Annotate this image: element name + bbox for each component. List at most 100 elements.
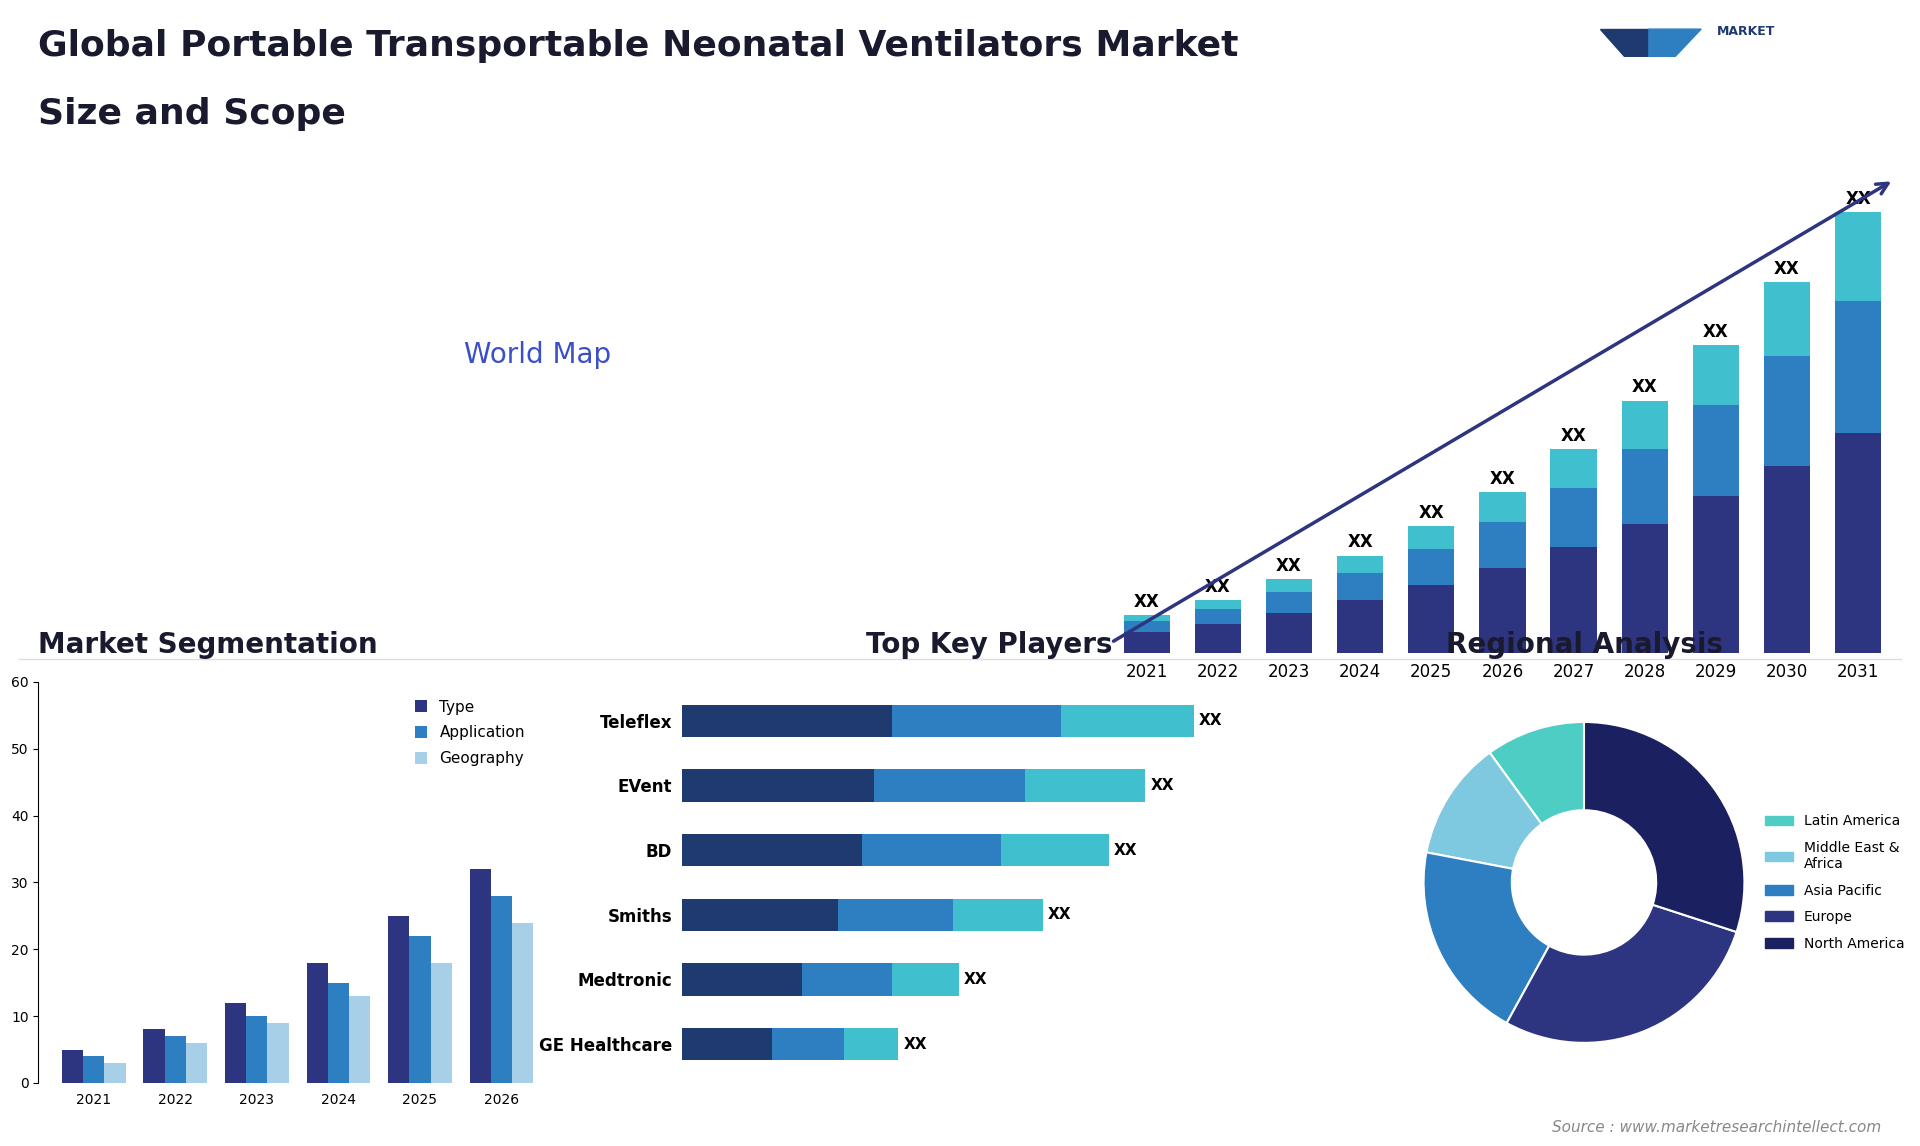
Bar <box>513 923 534 1083</box>
Text: Source : www.marketresearchintellect.com: Source : www.marketresearchintellect.com <box>1553 1120 1882 1135</box>
Bar <box>682 769 874 801</box>
Bar <box>682 705 893 737</box>
Bar <box>893 705 1062 737</box>
Bar <box>1123 621 1169 631</box>
Bar <box>144 1029 165 1083</box>
Bar <box>1407 586 1453 653</box>
Text: XX: XX <box>1419 503 1444 521</box>
Text: XX: XX <box>1348 533 1373 551</box>
Text: Global Portable Transportable Neonatal Ventilators Market: Global Portable Transportable Neonatal V… <box>38 29 1238 63</box>
Bar <box>1478 521 1526 568</box>
Bar <box>1622 524 1668 653</box>
Polygon shape <box>1599 29 1649 85</box>
Bar <box>1551 488 1597 547</box>
Bar <box>1551 547 1597 653</box>
Bar <box>83 1057 104 1083</box>
Bar <box>1265 579 1311 591</box>
Text: XX: XX <box>1150 778 1173 793</box>
Legend: Latin America, Middle East &
Africa, Asia Pacific, Europe, North America: Latin America, Middle East & Africa, Asi… <box>1759 809 1910 956</box>
Bar <box>165 1036 186 1083</box>
Text: Size and Scope: Size and Scope <box>38 97 346 132</box>
Wedge shape <box>1423 853 1549 1023</box>
Bar <box>1764 466 1811 653</box>
Text: XX: XX <box>1206 578 1231 596</box>
Bar <box>1025 769 1146 801</box>
Bar <box>1123 631 1169 653</box>
Bar <box>1194 609 1240 623</box>
Bar <box>61 1050 83 1083</box>
Bar <box>874 769 1025 801</box>
Bar <box>1478 568 1526 653</box>
Text: XX: XX <box>1114 842 1137 857</box>
Bar <box>1693 405 1740 496</box>
Bar <box>1407 549 1453 586</box>
Bar <box>1693 496 1740 653</box>
Bar <box>307 963 328 1083</box>
Bar <box>1764 282 1811 356</box>
Bar <box>893 964 958 996</box>
Bar <box>1194 601 1240 609</box>
Text: MARKET: MARKET <box>1716 25 1774 38</box>
Bar <box>186 1043 207 1083</box>
Wedge shape <box>1490 722 1584 824</box>
Wedge shape <box>1427 753 1542 869</box>
Bar <box>409 936 430 1083</box>
Text: INTELLECT: INTELLECT <box>1716 100 1791 112</box>
Bar <box>772 1028 845 1060</box>
Text: XX: XX <box>1561 427 1586 446</box>
Wedge shape <box>1584 722 1745 932</box>
Bar <box>349 996 371 1083</box>
Bar <box>682 898 839 931</box>
Text: RESEARCH: RESEARCH <box>1716 62 1791 74</box>
Text: XX: XX <box>1845 189 1870 207</box>
Bar <box>430 963 451 1083</box>
Bar <box>267 1022 288 1083</box>
Text: XX: XX <box>1774 260 1799 277</box>
Bar <box>1836 432 1882 653</box>
Bar <box>803 964 893 996</box>
Text: Regional Analysis: Regional Analysis <box>1446 631 1722 659</box>
Bar <box>845 1028 899 1060</box>
Bar <box>839 898 952 931</box>
Wedge shape <box>1507 904 1736 1043</box>
Bar <box>1000 834 1110 866</box>
Bar <box>1622 449 1668 524</box>
Text: XX: XX <box>902 1037 927 1052</box>
Bar <box>1336 573 1382 601</box>
Bar <box>328 983 349 1083</box>
Text: XX: XX <box>1048 908 1071 923</box>
Bar <box>1265 591 1311 613</box>
Bar <box>1194 623 1240 653</box>
Bar <box>1836 301 1882 432</box>
Bar <box>470 869 492 1083</box>
Text: Market Segmentation: Market Segmentation <box>38 631 378 659</box>
Text: XX: XX <box>1632 378 1657 397</box>
Bar <box>682 1028 772 1060</box>
Text: XX: XX <box>1198 713 1221 728</box>
Bar <box>225 1003 246 1083</box>
Bar <box>1551 449 1597 488</box>
Bar <box>1123 615 1169 621</box>
Polygon shape <box>1649 29 1701 85</box>
Bar <box>1478 492 1526 521</box>
Bar <box>492 896 513 1083</box>
Text: XX: XX <box>1703 323 1728 342</box>
Text: XX: XX <box>1490 470 1515 488</box>
Bar <box>1622 401 1668 449</box>
Bar <box>682 834 862 866</box>
Bar <box>246 1017 267 1083</box>
Text: Top Key Players: Top Key Players <box>866 631 1112 659</box>
Bar <box>388 916 409 1083</box>
Bar <box>1265 613 1311 653</box>
Bar <box>862 834 1000 866</box>
Bar <box>952 898 1043 931</box>
Bar <box>682 964 803 996</box>
Bar <box>1836 212 1882 301</box>
Bar <box>1693 345 1740 405</box>
Legend: Type, Application, Geography: Type, Application, Geography <box>409 693 532 772</box>
Bar <box>1407 526 1453 549</box>
Text: World Map: World Map <box>465 342 611 369</box>
Bar <box>1336 601 1382 653</box>
Bar <box>1062 705 1194 737</box>
Text: XX: XX <box>964 972 987 987</box>
